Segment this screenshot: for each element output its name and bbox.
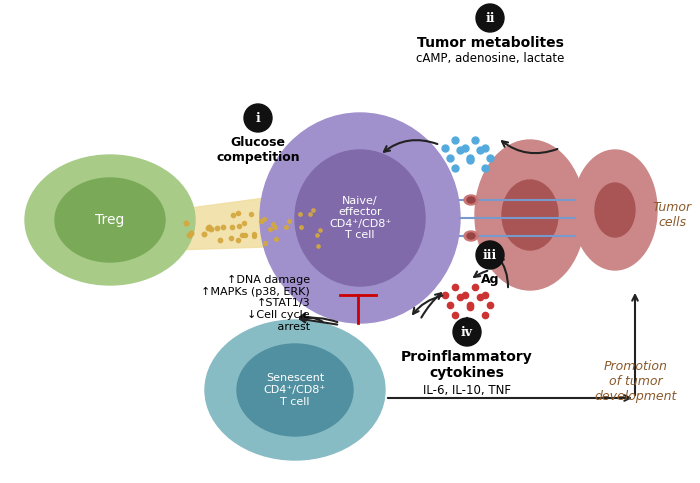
Circle shape [244,104,272,132]
Text: Naive/
effector
CD4⁺/CD8⁺
T cell: Naive/ effector CD4⁺/CD8⁺ T cell [329,196,391,241]
Ellipse shape [595,183,635,237]
Text: Promotion
of tumor
development: Promotion of tumor development [595,360,677,403]
Text: i: i [256,112,260,125]
Circle shape [453,318,481,346]
Ellipse shape [502,180,558,250]
Ellipse shape [260,113,460,323]
Text: Ag: Ag [481,273,499,286]
Ellipse shape [237,344,353,436]
Ellipse shape [467,233,475,239]
Ellipse shape [295,150,425,286]
Ellipse shape [464,195,478,205]
Circle shape [476,4,504,32]
Text: Tumor
cells: Tumor cells [652,201,692,229]
Text: IL-6, IL-10, TNF: IL-6, IL-10, TNF [423,384,511,397]
Ellipse shape [467,197,475,203]
Ellipse shape [205,320,385,460]
Text: iii: iii [483,248,497,261]
Text: Proinflammatory
cytokines: Proinflammatory cytokines [401,350,533,380]
Text: Senescent
CD4⁺/CD8⁺
T cell: Senescent CD4⁺/CD8⁺ T cell [264,373,326,407]
Text: ↑DNA damage
↑MAPKs (p38, ERK)
↑STAT1/3
↓Cell cycle
   arrest: ↑DNA damage ↑MAPKs (p38, ERK) ↑STAT1/3 ↓… [202,275,310,331]
Ellipse shape [573,150,657,270]
Circle shape [476,241,504,269]
Polygon shape [175,190,325,250]
Text: Treg: Treg [95,213,125,227]
Text: cAMP, adenosine, lactate: cAMP, adenosine, lactate [416,52,564,65]
Text: Glucose
competition: Glucose competition [216,136,300,164]
Ellipse shape [475,140,585,290]
Text: Tumor metabolites: Tumor metabolites [416,36,564,50]
Ellipse shape [464,231,478,241]
Text: iv: iv [461,326,473,339]
Ellipse shape [25,155,195,285]
Text: ii: ii [485,12,495,25]
Ellipse shape [55,178,165,262]
